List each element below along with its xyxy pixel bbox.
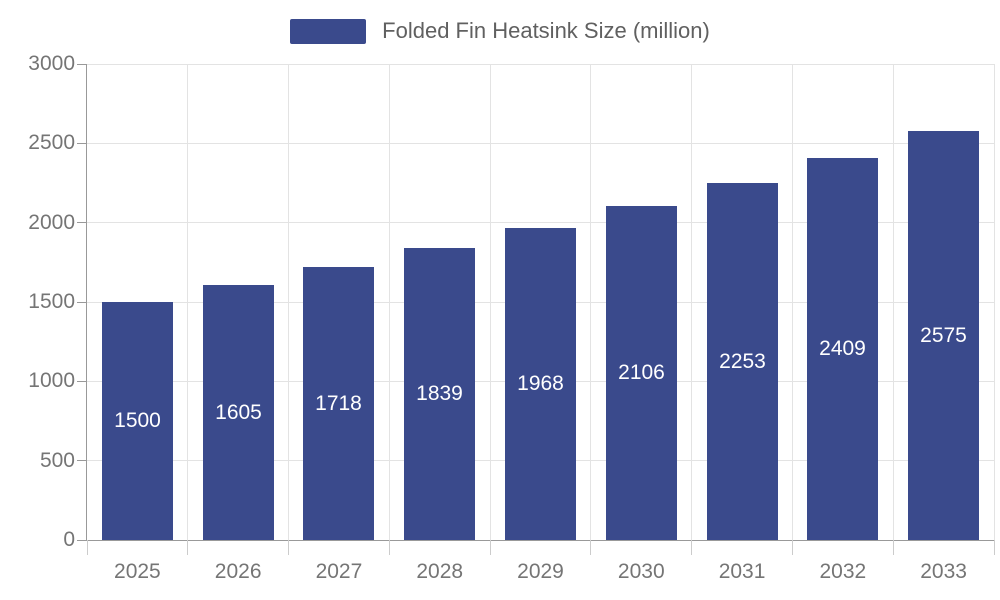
x-axis-tick (187, 540, 189, 555)
x-grid-line (388, 64, 390, 540)
x-axis-tick (691, 540, 693, 555)
x-axis-tick (86, 540, 88, 555)
x-grid-line (590, 64, 592, 540)
bar-value-label: 2575 (920, 323, 967, 347)
x-tick-label: 2031 (718, 560, 766, 583)
bar[interactable]: 1605 (203, 285, 274, 540)
y-axis-tick (77, 222, 86, 224)
bar[interactable]: 2253 (707, 183, 778, 540)
bar[interactable]: 1500 (102, 302, 173, 540)
y-tick-label: 2500 (28, 131, 75, 155)
bar[interactable]: 2409 (807, 158, 878, 540)
bar[interactable]: 1968 (505, 228, 576, 540)
bar[interactable]: 2575 (908, 131, 979, 540)
bar-value-label: 2106 (618, 361, 665, 384)
x-axis-tick (489, 540, 491, 555)
y-tick-label: 0 (63, 528, 75, 551)
x-grid-line (892, 64, 894, 540)
bar[interactable]: 1718 (303, 267, 374, 540)
x-tick-label: 2030 (617, 560, 665, 583)
bar-value-label: 1718 (315, 391, 362, 415)
legend[interactable]: Folded Fin Heatsink Size (million) (0, 18, 1000, 44)
bar-value-label: 1968 (517, 372, 564, 395)
y-grid-line (87, 222, 994, 224)
x-tick-label: 2027 (315, 560, 363, 583)
y-tick-label: 500 (39, 448, 75, 472)
bar-value-label: 1500 (114, 409, 161, 432)
y-axis-tick (77, 380, 86, 382)
bar-value-label: 1839 (416, 382, 463, 405)
y-axis-tick (77, 460, 86, 462)
x-grid-line (288, 64, 290, 540)
plot-area: 0 500 1000 1500 2000 2500 3000 1500 2025 1605 2026… (28, 52, 995, 583)
x-grid-line (691, 64, 693, 540)
y-axis-tick (77, 301, 86, 303)
x-tick-label: 2026 (214, 560, 262, 583)
x-tick-label: 2033 (920, 560, 967, 583)
y-tick-label: 2000 (28, 210, 75, 234)
legend-label: Folded Fin Heatsink Size (million) (382, 18, 710, 43)
y-axis-tick (77, 539, 86, 541)
x-axis-tick (590, 540, 592, 555)
x-tick-label: 2029 (517, 560, 564, 583)
bar[interactable]: 1839 (404, 248, 475, 540)
x-tick-label: 2025 (114, 560, 161, 583)
x-axis-tick (892, 540, 894, 555)
bar-value-label: 2409 (819, 337, 866, 360)
x-grid-line (489, 64, 491, 540)
x-grid-line (993, 64, 995, 540)
x-grid-line (791, 64, 793, 540)
x-tick-label: 2032 (819, 560, 867, 583)
x-tick-label: 2028 (416, 560, 464, 583)
x-axis-tick (993, 540, 995, 555)
y-axis-tick (77, 63, 86, 65)
y-tick-label: 1000 (28, 369, 75, 393)
x-axis-tick (288, 540, 290, 555)
x-axis-tick (791, 540, 793, 555)
y-axis-tick (77, 142, 86, 144)
y-grid-line (87, 142, 994, 144)
bar-value-label: 1605 (215, 400, 262, 424)
bar[interactable]: 2106 (606, 206, 677, 540)
y-tick-label: 1500 (28, 290, 75, 313)
legend-swatch-icon (290, 18, 367, 44)
x-grid-line (187, 64, 189, 540)
bar-value-label: 2253 (719, 349, 766, 373)
x-axis-tick (388, 540, 390, 555)
y-grid-line (87, 63, 994, 65)
y-tick-label: 3000 (28, 52, 75, 75)
